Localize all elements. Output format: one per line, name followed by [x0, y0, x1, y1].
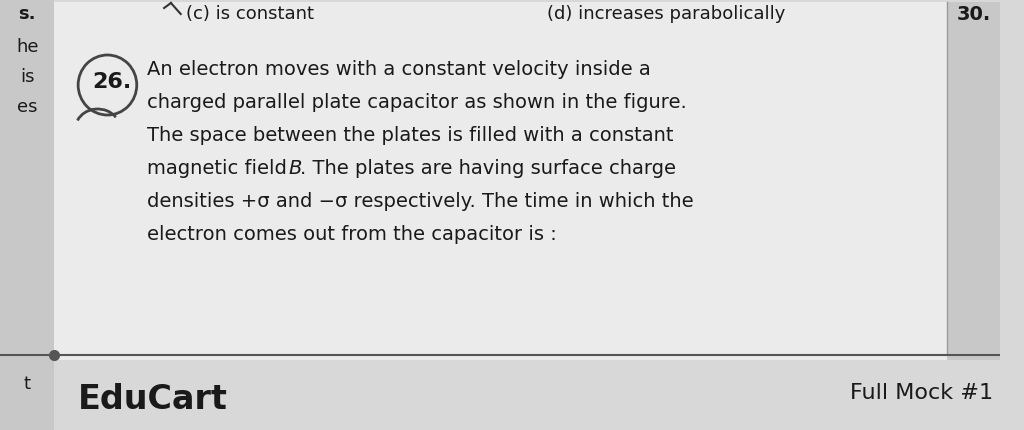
- Text: is: is: [20, 68, 35, 86]
- Text: magnetic field: magnetic field: [146, 159, 293, 178]
- Text: EduCart: EduCart: [78, 383, 228, 416]
- Bar: [53, 2, 947, 360]
- Text: Full Mock #1: Full Mock #1: [850, 383, 993, 403]
- Text: 30.: 30.: [956, 5, 991, 24]
- Bar: [947, 2, 1000, 360]
- Text: he: he: [16, 38, 39, 56]
- Text: es: es: [17, 98, 38, 116]
- Text: densities +σ and −σ respectively. The time in which the: densities +σ and −σ respectively. The ti…: [146, 192, 693, 211]
- Bar: [0, 0, 53, 430]
- Text: charged parallel plate capacitor as shown in the figure.: charged parallel plate capacitor as show…: [146, 93, 686, 112]
- Text: s.: s.: [18, 5, 36, 23]
- Text: The space between the plates is filled with a constant: The space between the plates is filled w…: [146, 126, 673, 145]
- Text: (c) is constant: (c) is constant: [185, 5, 313, 23]
- Text: B: B: [288, 159, 301, 178]
- Text: 26.: 26.: [92, 72, 131, 92]
- Text: electron comes out from the capacitor is :: electron comes out from the capacitor is…: [146, 225, 556, 244]
- Text: t: t: [24, 375, 31, 393]
- Text: An electron moves with a constant velocity inside a: An electron moves with a constant veloci…: [146, 60, 650, 79]
- Text: . The plates are having surface charge: . The plates are having surface charge: [300, 159, 676, 178]
- Text: (d) increases parabolically: (d) increases parabolically: [547, 5, 785, 23]
